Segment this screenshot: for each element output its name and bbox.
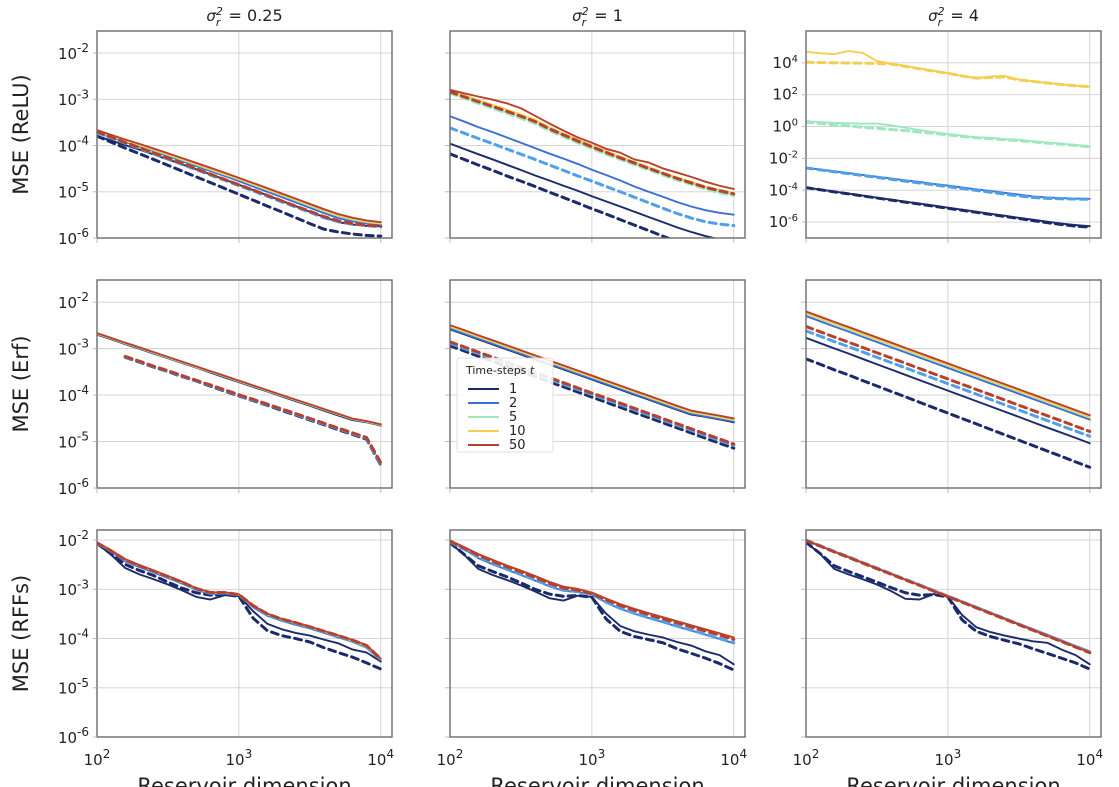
panel-background	[97, 530, 392, 737]
xaxis-label-c2: Reservoir dimension	[846, 774, 1060, 787]
panel-border	[805, 529, 1102, 738]
panel-border	[96, 279, 393, 489]
panel-border	[449, 279, 746, 489]
legend-item-t50[interactable]: 50	[468, 438, 526, 453]
series-line-t1-dashed	[806, 186, 1092, 229]
svg-text:σ2r = 4: σ2 r = 4	[928, 5, 979, 29]
series-layer	[806, 310, 1092, 469]
series-line-t50-solid	[806, 310, 1091, 417]
panel-border	[96, 30, 393, 239]
series-line-t50-dashed	[123, 354, 383, 465]
xaxis-label-c0: Reservoir dimension	[137, 774, 351, 787]
legend-label-t2: 2	[509, 396, 517, 411]
legend-item-t1[interactable]: 1	[468, 382, 517, 397]
series-layer	[450, 539, 736, 672]
column-title-2: σ2 r = 4	[928, 5, 979, 29]
legend-item-t10[interactable]: 10	[468, 424, 526, 439]
series-line-t50-dashed	[450, 90, 736, 196]
xaxis-label-c1: Reservoir dimension	[490, 774, 704, 787]
series-line-t1-dashed	[97, 134, 383, 238]
series-line-t2-solid	[806, 315, 1091, 421]
series-line-t10-solid	[97, 130, 382, 225]
series-line-t50-solid	[97, 129, 382, 224]
legend-box	[456, 357, 554, 453]
series-layer	[806, 50, 1092, 229]
series-line-t2-solid	[450, 327, 735, 423]
series-layer	[97, 541, 383, 671]
series-line-t1-dashed	[450, 541, 736, 672]
panel-r0-c0	[96, 30, 393, 239]
panel-background	[806, 530, 1101, 737]
legend-label-t1: 1	[509, 382, 517, 397]
panel-r0-c1	[449, 30, 746, 239]
series-line-t1-dashed	[450, 152, 673, 238]
series-line-t50-solid	[450, 324, 735, 420]
panel-r1-c2	[805, 279, 1102, 489]
panel-border	[805, 279, 1102, 489]
series-line-t2-dashed	[806, 329, 1092, 438]
series-line-t10-solid	[806, 312, 1091, 418]
series-line-t1-solid	[450, 142, 718, 238]
series-layer	[97, 332, 383, 467]
yaxis-label-row1: MSE (Erf)	[9, 335, 33, 432]
series-line-t5-solid	[806, 120, 1091, 148]
legend-label-t5: 5	[509, 410, 517, 425]
series-line-t10-solid	[450, 325, 735, 421]
series-layer	[97, 129, 383, 238]
series-line-t50-dashed	[806, 539, 1092, 655]
legend-item-t5[interactable]: 5	[468, 410, 517, 425]
panel-background	[97, 31, 392, 238]
legend-label-t10: 10	[509, 424, 526, 439]
yaxis-label-row0: MSE (ReLU)	[9, 74, 33, 194]
panel-border	[96, 529, 393, 738]
panel-r1-c0	[96, 279, 393, 489]
svg-text:σ2r = 0.25: σ2 r = 0.25	[206, 5, 282, 29]
panel-r2-c1	[449, 529, 746, 738]
series-line-t2-dashed	[806, 166, 1092, 201]
svg-text:σ2r = 1: σ2 r = 1	[572, 5, 623, 29]
series-line-t2-dashed	[450, 126, 736, 228]
series-line-t1-solid	[806, 336, 1091, 445]
series-line-t1-dashed	[806, 357, 1092, 469]
series-line-t50-solid	[97, 332, 382, 426]
panel-r0-c2	[805, 30, 1102, 239]
series-layer	[806, 538, 1092, 671]
series-layer	[450, 88, 736, 238]
panel-background	[806, 280, 1101, 488]
series-line-t50-dashed	[450, 539, 736, 641]
panel-r2-c0	[96, 529, 393, 738]
panel-grid	[96, 30, 1102, 738]
panel-border	[449, 529, 746, 738]
series-line-t50-dashed	[806, 324, 1092, 433]
legend-title: Time-steps t	[465, 364, 535, 377]
column-title-0: σ2 r = 0.25	[206, 5, 282, 29]
series-line-t50-dashed	[97, 541, 383, 661]
column-title-1: σ2 r = 1	[572, 5, 623, 29]
series-line-t50-solid	[450, 88, 735, 190]
legend-item-t2[interactable]: 2	[468, 396, 517, 411]
legend-label-t50: 50	[509, 438, 526, 453]
series-line-t10-dashed	[806, 60, 1092, 89]
yaxis-label-row2: MSE (RFFs)	[9, 575, 33, 692]
series-layer	[450, 324, 736, 450]
panel-border	[449, 30, 746, 239]
panel-r2-c2	[805, 529, 1102, 738]
series-line-t2-solid	[450, 115, 735, 216]
series-line-t50-dashed	[97, 130, 383, 228]
panel-border	[805, 30, 1102, 239]
panel-background	[450, 31, 745, 238]
series-line-t5-dashed	[806, 120, 1092, 149]
